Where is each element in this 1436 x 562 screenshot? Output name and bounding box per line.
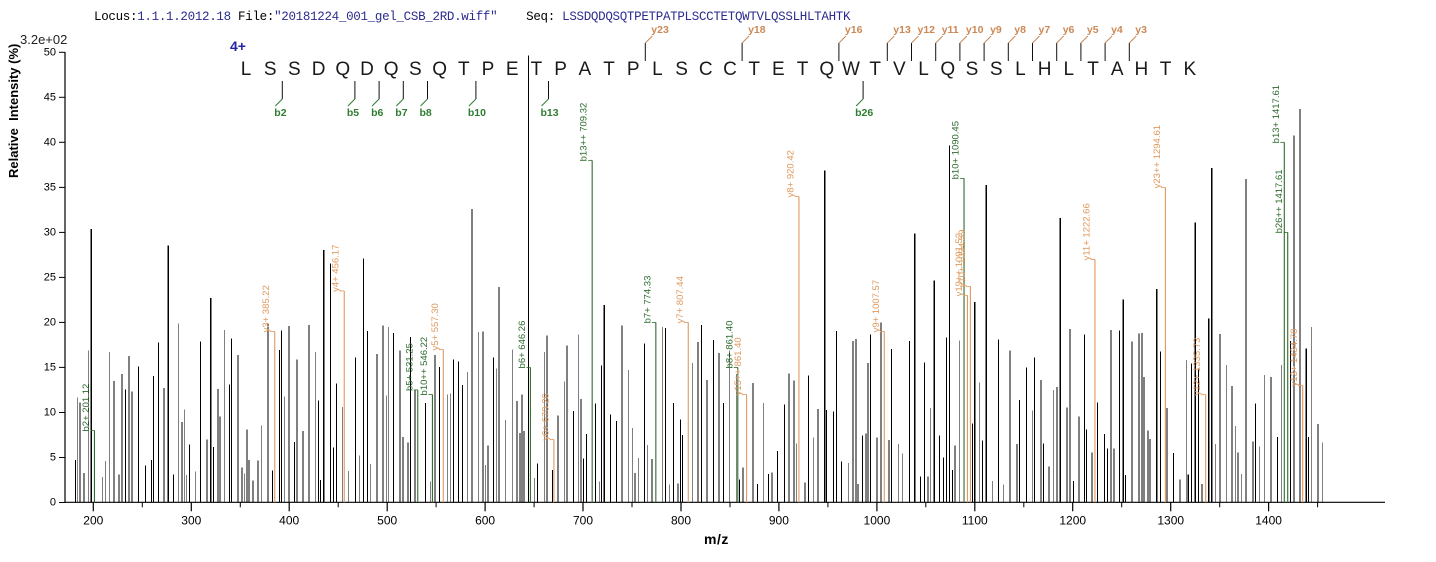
svg-text:E: E	[772, 59, 785, 80]
svg-text:C: C	[699, 59, 713, 80]
svg-text:y4: y4	[1111, 24, 1123, 36]
svg-text:y12: y12	[918, 24, 936, 36]
svg-text:L: L	[1015, 59, 1026, 80]
svg-text:P: P	[482, 59, 495, 80]
svg-text:S: S	[675, 59, 688, 80]
svg-text:L: L	[918, 59, 929, 80]
svg-text:y3: y3	[1135, 24, 1147, 36]
svg-text:L: L	[1064, 59, 1075, 80]
svg-text:C: C	[723, 59, 737, 80]
svg-text:y9: y9	[990, 24, 1002, 36]
svg-text:y18: y18	[748, 24, 766, 36]
svg-text:b5: b5	[347, 107, 359, 119]
svg-text:y5: y5	[1087, 24, 1099, 36]
svg-text:Q: Q	[384, 59, 399, 80]
svg-text:S: S	[990, 59, 1003, 80]
svg-text:y8: y8	[1014, 24, 1026, 36]
svg-text:L: L	[241, 59, 252, 80]
svg-text:b10: b10	[468, 107, 486, 119]
svg-text:D: D	[312, 59, 326, 80]
svg-text:y13: y13	[893, 24, 911, 36]
svg-text:H: H	[1135, 59, 1149, 80]
svg-text:y16: y16	[845, 24, 863, 36]
svg-text:T: T	[1160, 59, 1172, 80]
svg-text:b8: b8	[420, 107, 432, 119]
svg-text:y23: y23	[651, 24, 669, 36]
svg-text:T: T	[1087, 59, 1099, 80]
svg-text:T: T	[458, 59, 470, 80]
svg-text:S: S	[409, 59, 422, 80]
svg-text:Q: Q	[432, 59, 447, 80]
svg-text:y11: y11	[942, 24, 959, 36]
svg-text:W: W	[842, 59, 860, 80]
svg-text:S: S	[288, 59, 301, 80]
svg-text:V: V	[893, 59, 906, 80]
svg-text:b6: b6	[371, 107, 383, 119]
svg-text:y6: y6	[1063, 24, 1075, 36]
svg-text:P: P	[627, 59, 640, 80]
svg-text:b13: b13	[541, 107, 559, 119]
svg-text:T: T	[531, 59, 543, 80]
svg-text:Q: Q	[819, 59, 834, 80]
svg-text:b26: b26	[855, 107, 873, 119]
svg-text:D: D	[360, 59, 374, 80]
svg-text:b7: b7	[395, 107, 407, 119]
svg-text:L: L	[652, 59, 663, 80]
svg-text:E: E	[506, 59, 519, 80]
svg-text:T: T	[603, 59, 615, 80]
svg-text:T: T	[869, 59, 881, 80]
svg-text:Q: Q	[335, 59, 350, 80]
svg-text:b2: b2	[274, 107, 286, 119]
svg-text:T: T	[797, 59, 809, 80]
svg-text:S: S	[264, 59, 277, 80]
svg-text:A: A	[1111, 59, 1124, 80]
svg-text:T: T	[748, 59, 760, 80]
svg-text:K: K	[1183, 59, 1196, 80]
svg-text:P: P	[554, 59, 567, 80]
svg-text:S: S	[966, 59, 979, 80]
svg-text:Q: Q	[940, 59, 955, 80]
svg-text:H: H	[1038, 59, 1052, 80]
svg-text:y10: y10	[966, 24, 984, 36]
svg-text:y7: y7	[1039, 24, 1051, 36]
svg-text:A: A	[578, 59, 591, 80]
